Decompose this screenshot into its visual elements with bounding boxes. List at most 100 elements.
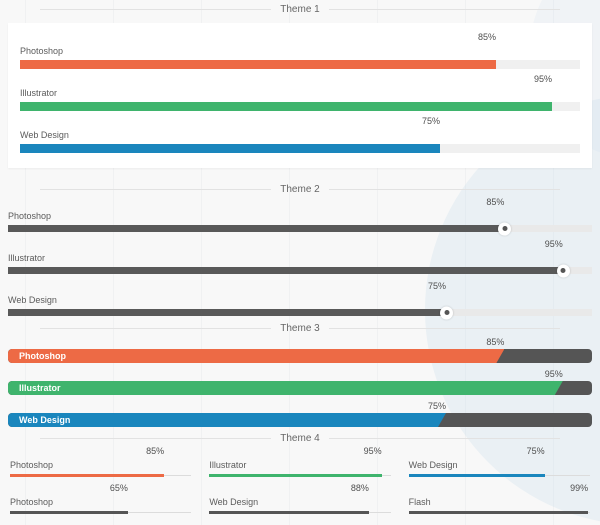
heading-rule <box>328 438 560 439</box>
skill-percent-value: 95% <box>533 74 552 84</box>
skill-percent-value: 99% <box>570 483 589 493</box>
skill-percent-line: 99% <box>409 483 590 495</box>
progress-track-dark: Illustrator <box>8 381 592 395</box>
skill-label: Illustrator <box>20 88 58 98</box>
progress-fill-labeled: Photoshop <box>8 349 504 363</box>
theme1-heading: Theme 1 <box>40 0 560 15</box>
progress-track-dark: Web Design <box>8 413 592 427</box>
skill-label: Illustrator <box>209 460 247 470</box>
skill-percent-line: 75% <box>409 446 590 458</box>
heading-rule <box>328 189 560 190</box>
skill-percent-line: 95% <box>8 239 592 251</box>
theme3-title: Theme 3 <box>280 323 320 334</box>
progress-track <box>20 60 580 69</box>
skill-percent-line: 85% <box>10 446 191 458</box>
heading-rule <box>40 438 272 439</box>
thin-track <box>10 474 192 477</box>
thin-track <box>209 511 391 514</box>
heading-rule <box>40 328 272 329</box>
skill-percent-line: 75% <box>20 116 580 128</box>
skill-percent-value: 85% <box>146 446 165 456</box>
thin-track <box>408 474 591 477</box>
skill-label: Web Design <box>20 130 69 140</box>
thin-fill <box>408 511 589 514</box>
progress-fill <box>20 144 440 153</box>
skill-percent-line: 85% <box>8 197 592 209</box>
skill-percent-line: 95% <box>20 74 580 86</box>
skill-label: Photoshop <box>20 46 64 56</box>
thin-track <box>408 511 591 514</box>
skill-cell: 85% Photoshop <box>10 446 192 477</box>
skill-percent-value: 95% <box>363 446 382 456</box>
skill-percent-value: 95% <box>544 239 563 249</box>
skill-percent-value: 85% <box>477 32 496 42</box>
skill-percent-value: 65% <box>109 483 128 493</box>
theme4-panel: 85% Photoshop 95% Illustrator 75% Web Design 6… <box>10 446 591 514</box>
slider-fill <box>8 306 453 319</box>
skill-percent-line: 95% <box>209 446 390 458</box>
progress-fill <box>20 102 552 111</box>
skill-percent-line: 95% <box>8 369 592 381</box>
thin-fill <box>10 511 128 514</box>
skill-label: Web Design <box>209 497 259 507</box>
slider-handle[interactable] <box>498 222 512 235</box>
skill-percent-line: 75% <box>8 401 592 413</box>
skill-row: 95% Illustrator <box>20 74 580 111</box>
theme1-panel: 85% Photoshop 95% Illustrator 75% Web Design <box>8 23 592 168</box>
skill-cell: 88% Web Design <box>209 483 391 514</box>
skill-row: 85% Photoshop <box>8 337 592 363</box>
thin-fill <box>408 474 545 477</box>
thin-fill <box>10 474 165 477</box>
skill-percent-value: 75% <box>427 401 446 411</box>
skill-cell: 95% Illustrator <box>209 446 391 477</box>
skill-percent-value: 95% <box>544 369 563 379</box>
skill-percent-line: 75% <box>8 281 592 293</box>
slider-track <box>8 222 592 235</box>
skill-row: 85% Photoshop <box>20 32 580 69</box>
thin-fill <box>209 474 382 477</box>
heading-rule <box>40 9 272 10</box>
skill-cell: 99% Flash <box>408 483 591 514</box>
thin-fill <box>209 511 369 514</box>
heading-rule <box>328 9 560 10</box>
skill-label: Web Design <box>408 460 458 470</box>
slider-handle[interactable] <box>440 306 453 319</box>
theme1-title: Theme 1 <box>280 4 320 15</box>
theme4-title: Theme 4 <box>280 433 320 444</box>
skill-row: 75% Web Design <box>8 401 592 427</box>
heading-rule <box>328 328 560 329</box>
skill-percent-value: 88% <box>350 483 369 493</box>
slider-handle[interactable] <box>556 264 570 277</box>
skill-label: Web Design <box>8 295 57 305</box>
theme4-heading: Theme 4 <box>40 433 560 444</box>
slider-track <box>8 264 592 277</box>
skill-percent-line: 85% <box>8 337 592 349</box>
skill-label: Flash <box>408 497 431 507</box>
skill-percent-line: 85% <box>20 32 580 44</box>
skill-percent-value: 75% <box>526 446 545 456</box>
skill-row: 85% Photoshop <box>8 197 592 235</box>
skill-percent-value: 75% <box>421 116 440 126</box>
progress-fill <box>20 60 496 69</box>
skills-showcase-page: Theme 1 85% Photoshop 95% Illustrator 75% Web… <box>0 0 600 514</box>
theme2-heading: Theme 2 <box>40 184 560 195</box>
theme2-panel: 85% Photoshop 95% Illustrator 75% Web Design <box>8 197 592 319</box>
thin-track <box>209 474 391 477</box>
skill-label: Photoshop <box>10 497 54 507</box>
skill-label: Photoshop <box>10 460 54 470</box>
progress-track <box>20 102 580 111</box>
slider-fill <box>8 222 512 235</box>
progress-track <box>20 144 580 153</box>
skill-percent-value: 85% <box>486 197 505 207</box>
skill-row: 75% Web Design <box>20 116 580 153</box>
skill-row: 95% Illustrator <box>8 239 592 277</box>
skill-cell: 65% Photoshop <box>10 483 192 514</box>
skill-percent-line: 65% <box>10 483 191 495</box>
slider-track <box>8 306 592 319</box>
theme3-heading: Theme 3 <box>40 323 560 334</box>
skill-row: 95% Illustrator <box>8 369 592 395</box>
theme3-panel: 85% Photoshop 95% Illustrator 75% Web Design <box>8 337 592 427</box>
thin-track <box>10 511 192 514</box>
skill-label: Photoshop <box>8 211 52 221</box>
skill-row: 75% Web Design <box>8 281 592 319</box>
